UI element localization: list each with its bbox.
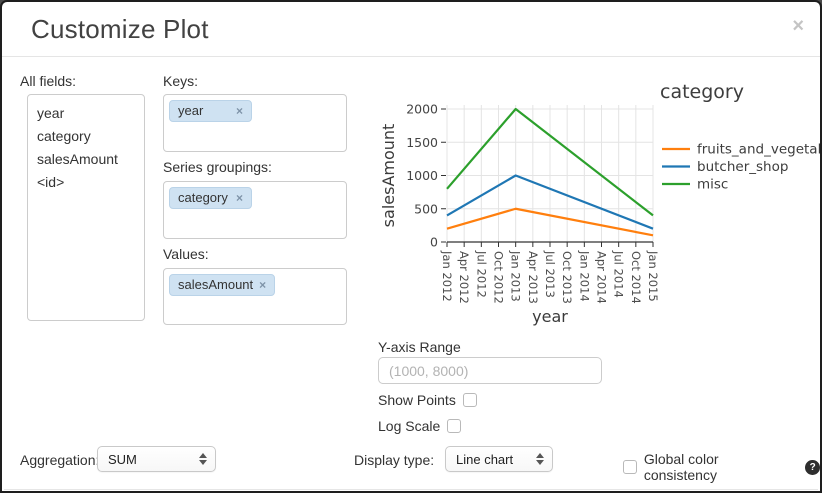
global-color-label: Global color consistency: [643, 451, 719, 483]
series-groupings-label: Series groupings:: [163, 159, 272, 175]
y-axis-range-label: Y-axis Range: [378, 339, 461, 355]
field-item-salesamount[interactable]: salesAmount: [37, 151, 118, 167]
token-salesamount[interactable]: salesAmount ×: [169, 274, 276, 296]
token-remove-icon[interactable]: ×: [236, 103, 244, 118]
all-fields-label: All fields:: [20, 73, 77, 89]
field-item-id[interactable]: <id>: [37, 174, 65, 190]
svg-text:Oct 2012: Oct 2012: [491, 251, 505, 304]
display-type-label: Display type:: [354, 452, 435, 468]
token-label: salesAmount: [178, 277, 254, 292]
aggregation-select[interactable]: SUM: [97, 446, 216, 472]
svg-text:Jul 2014: Jul 2014: [612, 250, 626, 298]
show-points-row: Show Points: [378, 392, 477, 408]
token-label: category: [178, 190, 228, 205]
token-label: year: [178, 103, 204, 118]
svg-text:fruits_and_vegetables: fruits_and_vegetables: [697, 142, 822, 158]
svg-text:year: year: [532, 307, 568, 326]
svg-text:2000: 2000: [406, 102, 438, 117]
field-item-category[interactable]: category: [37, 128, 91, 144]
token-year[interactable]: year ×: [169, 100, 253, 122]
log-scale-label: Log Scale: [378, 418, 441, 434]
svg-text:Jan 2013: Jan 2013: [509, 250, 523, 302]
svg-text:Jan 2014: Jan 2014: [577, 250, 591, 302]
keys-box[interactable]: year ×: [163, 94, 347, 152]
all-fields-listbox: year category salesAmount <id>: [27, 94, 145, 321]
svg-text:Jan 2015: Jan 2015: [646, 250, 660, 302]
svg-text:salesAmount: salesAmount: [379, 124, 398, 228]
svg-text:Oct 2014: Oct 2014: [629, 251, 643, 304]
values-label: Values:: [163, 246, 209, 262]
svg-text:Jan 2012: Jan 2012: [440, 250, 454, 302]
series-groupings-box[interactable]: category ×: [163, 181, 347, 239]
footer-divider: [4, 489, 818, 490]
values-box[interactable]: salesAmount ×: [163, 268, 347, 325]
svg-text:butcher_shop: butcher_shop: [697, 159, 788, 175]
token-remove-icon[interactable]: ×: [236, 190, 244, 205]
log-scale-checkbox[interactable]: [447, 419, 462, 433]
svg-text:Apr 2013: Apr 2013: [526, 251, 540, 304]
svg-text:500: 500: [414, 201, 438, 216]
select-arrows-icon: [199, 453, 207, 465]
svg-text:category: category: [660, 81, 744, 103]
display-type-value: Line chart: [456, 451, 514, 467]
sales-line-chart: 0 500 1000 1500 2000 Jan 2012 Apr 2012 Jul 2012…: [379, 81, 822, 326]
svg-text:1000: 1000: [406, 168, 438, 183]
keys-label: Keys:: [163, 73, 199, 89]
close-button[interactable]: ×: [792, 16, 804, 36]
select-arrows-icon: [536, 453, 544, 465]
token-category[interactable]: category ×: [169, 187, 253, 209]
svg-text:Jul 2012: Jul 2012: [474, 250, 488, 298]
log-scale-row: Log Scale: [378, 418, 462, 434]
aggregation-label: Aggregation:: [20, 452, 100, 468]
svg-text:misc: misc: [697, 177, 728, 193]
show-points-label: Show Points: [378, 392, 456, 408]
close-icon: ×: [792, 15, 804, 37]
global-color-checkbox[interactable]: [623, 460, 637, 474]
display-type-select[interactable]: Line chart: [445, 446, 553, 472]
field-item-year[interactable]: year: [37, 105, 65, 121]
svg-text:1500: 1500: [406, 135, 438, 150]
y-axis-range-input[interactable]: [378, 357, 602, 384]
aggregation-value: SUM: [108, 451, 137, 467]
show-points-checkbox[interactable]: [462, 393, 477, 407]
svg-text:Jul 2013: Jul 2013: [543, 250, 557, 298]
token-remove-icon[interactable]: ×: [259, 277, 267, 292]
page-title: Customize Plot: [31, 14, 209, 44]
global-color-row: Global color consistency ?: [623, 451, 820, 483]
svg-text:0: 0: [430, 235, 438, 250]
svg-text:Apr 2014: Apr 2014: [594, 251, 608, 304]
svg-text:Oct 2013: Oct 2013: [560, 251, 574, 304]
dialog-header: Customize Plot ×: [2, 2, 820, 57]
help-icon[interactable]: ?: [805, 459, 820, 475]
svg-text:Apr 2012: Apr 2012: [457, 251, 471, 304]
